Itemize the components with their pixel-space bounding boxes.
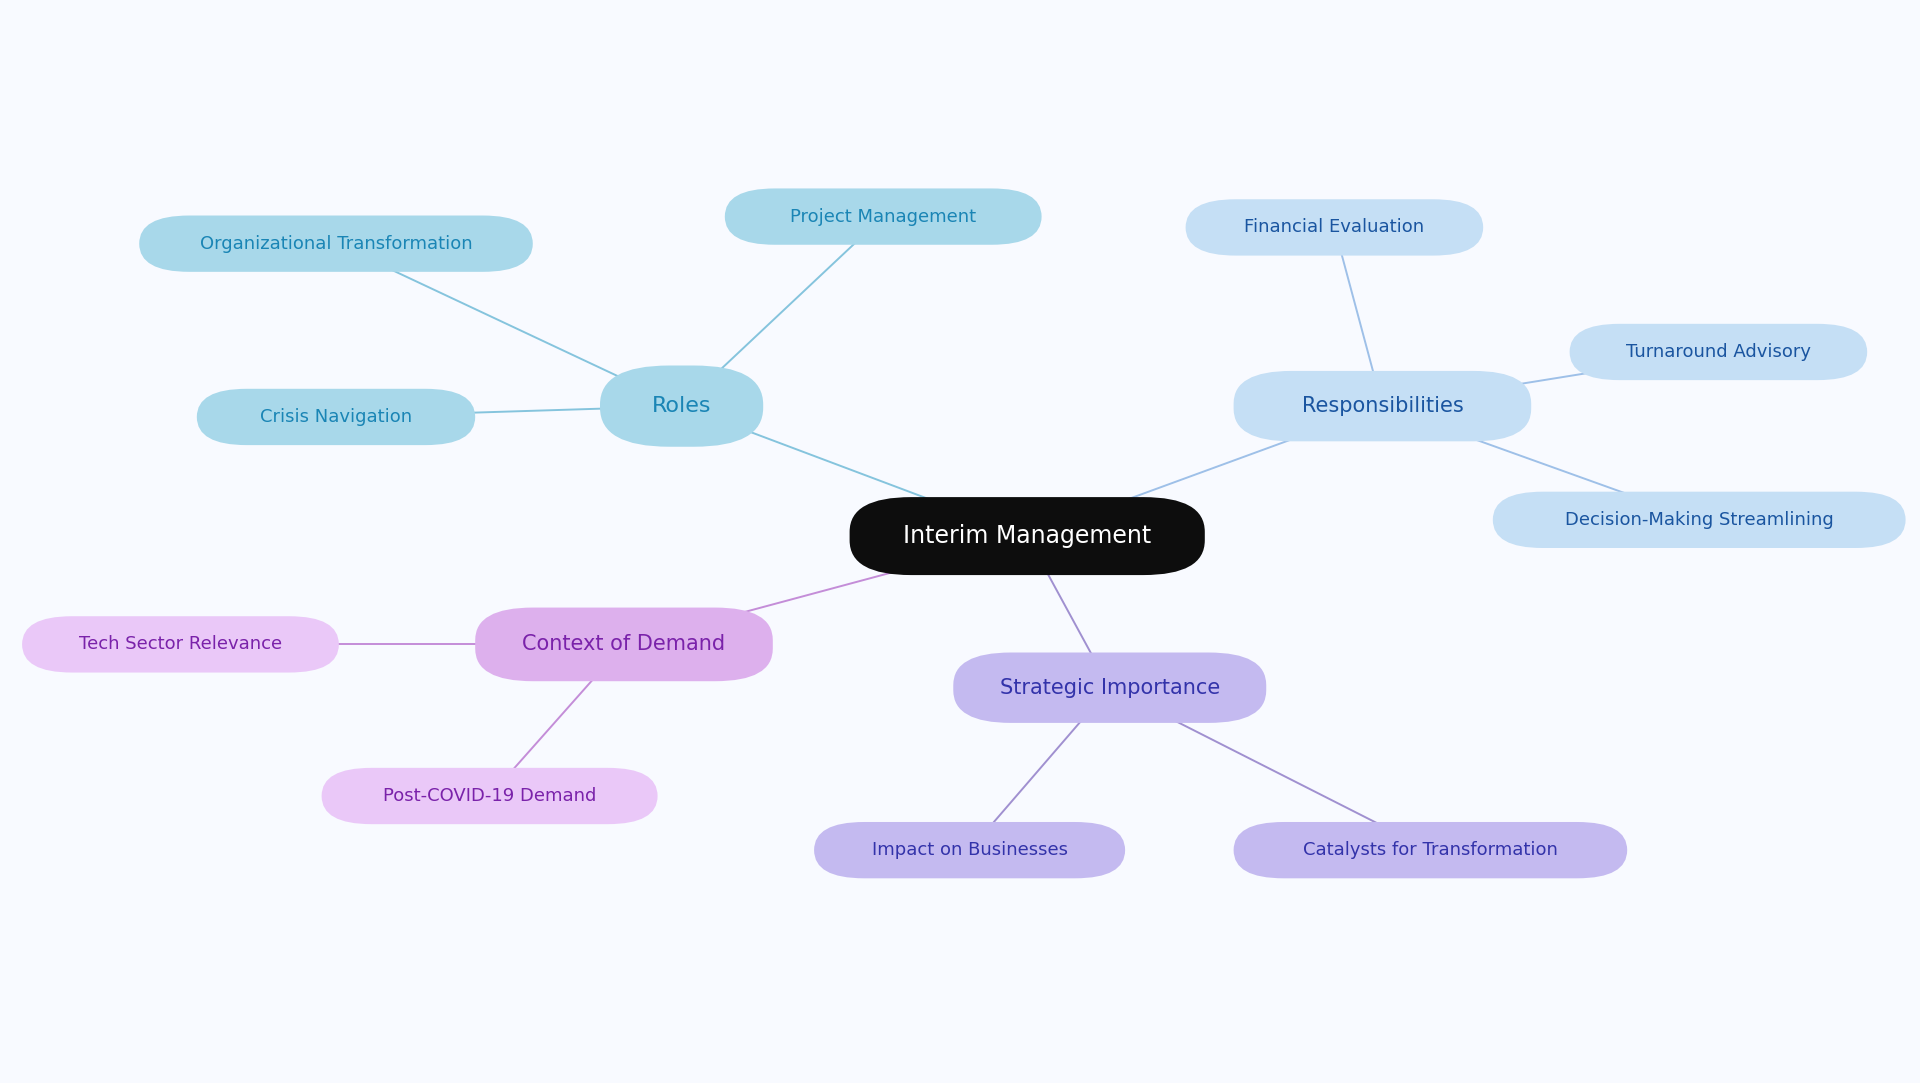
FancyBboxPatch shape (323, 768, 657, 824)
FancyBboxPatch shape (1494, 492, 1905, 548)
FancyBboxPatch shape (1185, 199, 1482, 256)
Text: Responsibilities: Responsibilities (1302, 396, 1463, 416)
FancyBboxPatch shape (21, 616, 338, 673)
Text: Impact on Businesses: Impact on Businesses (872, 841, 1068, 859)
Text: Post-COVID-19 Demand: Post-COVID-19 Demand (382, 787, 597, 805)
FancyBboxPatch shape (476, 608, 772, 681)
FancyBboxPatch shape (138, 216, 532, 272)
FancyBboxPatch shape (814, 822, 1125, 878)
FancyBboxPatch shape (1569, 324, 1866, 380)
Text: Strategic Importance: Strategic Importance (1000, 678, 1219, 697)
Text: Tech Sector Relevance: Tech Sector Relevance (79, 636, 282, 653)
Text: Organizational Transformation: Organizational Transformation (200, 235, 472, 252)
Text: Financial Evaluation: Financial Evaluation (1244, 219, 1425, 236)
FancyBboxPatch shape (1233, 822, 1626, 878)
Text: Catalysts for Transformation: Catalysts for Transformation (1304, 841, 1557, 859)
Text: Interim Management: Interim Management (902, 524, 1152, 548)
Text: Decision-Making Streamlining: Decision-Making Streamlining (1565, 511, 1834, 529)
FancyBboxPatch shape (849, 497, 1206, 575)
FancyBboxPatch shape (196, 389, 476, 445)
Text: Crisis Navigation: Crisis Navigation (259, 408, 413, 426)
FancyBboxPatch shape (724, 188, 1041, 245)
Text: Turnaround Advisory: Turnaround Advisory (1626, 343, 1811, 361)
FancyBboxPatch shape (599, 366, 764, 446)
FancyBboxPatch shape (952, 652, 1267, 723)
Text: Roles: Roles (653, 396, 710, 416)
Text: Project Management: Project Management (791, 208, 975, 225)
FancyBboxPatch shape (1233, 370, 1532, 442)
Text: Context of Demand: Context of Demand (522, 635, 726, 654)
